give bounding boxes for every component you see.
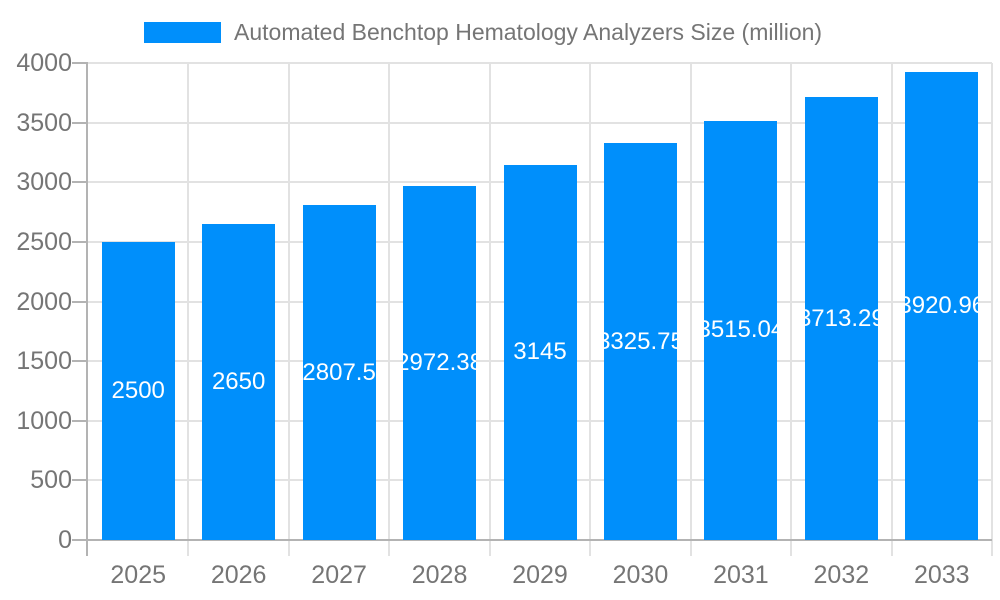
y-axis-label: 0 — [58, 526, 72, 554]
y-tick — [72, 300, 88, 303]
bar-value-label: 3713.29 — [805, 304, 878, 332]
y-axis-label: 4000 — [16, 49, 72, 77]
bar-2032[interactable]: 3713.29 — [804, 97, 878, 540]
bar-2031[interactable]: 3515.04 — [704, 120, 778, 540]
y-tick — [72, 360, 88, 363]
x-axis-label: 2027 — [311, 561, 367, 589]
x-axis-label: 2028 — [411, 561, 468, 589]
bar-value-label: 2650 — [211, 367, 266, 395]
y-tick — [72, 121, 88, 124]
bar-value-label: 3515.04 — [704, 316, 777, 344]
legend-label: Automated Benchtop Hematology Analyzers … — [234, 19, 823, 45]
bar-value-label: 2500 — [111, 376, 165, 404]
y-axis-label: 2000 — [16, 287, 72, 316]
x-gridline — [589, 63, 592, 556]
x-axis-label: 2033 — [913, 561, 970, 589]
y-tick — [72, 181, 88, 184]
y-tick — [72, 419, 88, 422]
y-axis-label: 3000 — [16, 168, 72, 197]
x-axis-label: 2029 — [512, 561, 568, 589]
bar-2028[interactable]: 2972.38 — [403, 185, 477, 540]
x-gridline — [287, 63, 290, 556]
x-axis-label: 2026 — [210, 561, 267, 589]
bar-2033[interactable]: 3920.96 — [905, 72, 979, 540]
x-gridline — [488, 63, 491, 556]
bar-2026[interactable]: 2650 — [202, 223, 276, 540]
legend[interactable]: Automated Benchtop Hematology Analyzers … — [144, 19, 822, 46]
bar-2025[interactable]: 2500 — [101, 241, 175, 540]
y-tick — [72, 539, 88, 541]
x-gridline — [790, 63, 793, 556]
x-gridline — [991, 63, 993, 556]
x-axis-line — [86, 539, 992, 541]
y-axis-label: 3500 — [16, 108, 72, 137]
y-axis-line — [86, 63, 88, 556]
x-gridline — [388, 63, 391, 556]
x-axis-label: 2031 — [713, 561, 769, 589]
x-gridline — [890, 63, 893, 556]
bar-value-label: 3920.96 — [905, 292, 978, 320]
bar-value-label: 3145 — [513, 338, 567, 366]
y-axis-label: 2500 — [16, 227, 72, 256]
bar-2027[interactable]: 2807.5 — [302, 205, 376, 540]
x-axis-label: 2030 — [612, 561, 669, 589]
bar-2030[interactable]: 3325.75 — [603, 143, 677, 540]
y-tick — [72, 62, 88, 64]
bar-value-label: 2807.5 — [302, 358, 376, 386]
x-axis-label: 2032 — [813, 561, 870, 589]
y-axis-label: 1500 — [16, 347, 72, 376]
x-gridline — [187, 63, 190, 556]
x-axis-label: 2025 — [110, 561, 167, 589]
bar-value-label: 2972.38 — [403, 348, 476, 376]
y-tick — [72, 479, 88, 482]
legend-marker[interactable] — [144, 22, 221, 43]
y-gridline — [88, 62, 992, 64]
y-gridline — [88, 121, 992, 124]
y-tick — [72, 240, 88, 243]
bar-value-label: 3325.75 — [604, 327, 677, 355]
y-axis-label: 500 — [30, 466, 72, 495]
y-axis-label: 1000 — [16, 406, 72, 435]
bar-2029[interactable]: 3145 — [503, 164, 577, 540]
x-gridline — [689, 63, 692, 556]
